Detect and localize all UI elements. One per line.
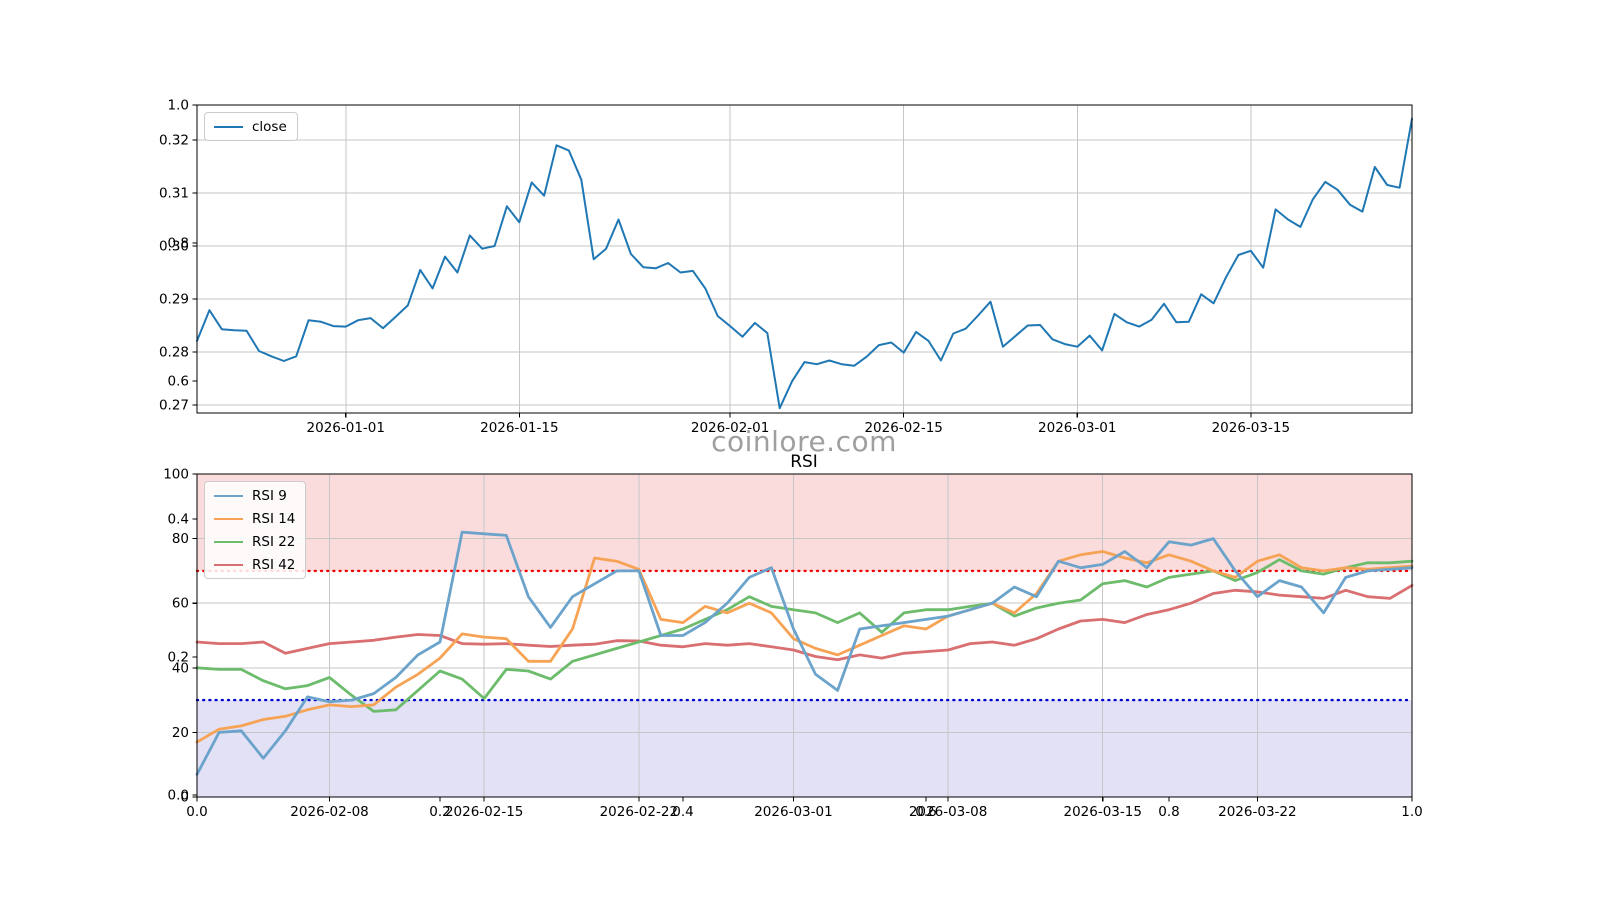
legend-label-rsi14: RSI 14 (252, 510, 296, 527)
rsi22-line-swatch (214, 540, 243, 543)
rsi-plot-border (196, 473, 1413, 798)
xtick-label-date: 2026-03-08 (909, 804, 987, 820)
rsi-subplot-title: RSI (790, 452, 818, 472)
ytick-label-rsi: 60 (172, 596, 189, 612)
xtick-label-date: 2026-02-22 (600, 804, 678, 820)
xtick-label-date: 2026-03-01 (754, 804, 832, 820)
legend-label-close: close (252, 118, 287, 135)
ytick-label-figure: 0.2 (168, 650, 189, 666)
ytick-label-price: 0.31 (159, 186, 189, 202)
xtick-label-date: 2026-03-15 (1212, 420, 1290, 436)
xtick-label-figure: 0.4 (672, 804, 693, 820)
ytick-label-figure: 0.6 (168, 374, 189, 390)
xtick-label-figure: 0.2 (429, 804, 450, 820)
ytick-label-figure: 0.4 (168, 512, 189, 528)
rsi9-line (195, 530, 1414, 776)
close-line-swatch (214, 125, 243, 128)
xtick-label-date: 2026-03-01 (1038, 420, 1116, 436)
legend-row: RSI 14 (214, 510, 295, 527)
ytick-label-rsi: 20 (172, 725, 189, 741)
ytick-label-price: 0.28 (159, 345, 189, 361)
ytick-label-price: 0.32 (159, 132, 189, 148)
xtick-label-figure: 0.0 (186, 804, 207, 820)
ytick-label-rsi: 40 (172, 660, 189, 676)
legend-row: RSI 9 (214, 487, 295, 504)
ytick-label-rsi: 100 (163, 467, 189, 483)
ytick-label-rsi: 0 (180, 790, 189, 806)
ytick-label-rsi: 80 (172, 531, 189, 547)
rsi22-line (195, 558, 1414, 713)
xtick-label-date: 2026-01-15 (480, 420, 558, 436)
watermark: coinlore.com (711, 425, 897, 458)
xtick-label-date: 2026-02-15 (864, 420, 942, 436)
overbought-band (197, 474, 1412, 571)
xtick-label-figure: 0.8 (1158, 804, 1179, 820)
close-line (196, 117, 1413, 410)
ytick-label-figure: 0.0 (168, 788, 189, 804)
xtick-label-date: 2026-01-01 (307, 420, 385, 436)
legend-row: close (214, 118, 287, 135)
oversold-band (197, 700, 1412, 797)
rsi-legend: RSI 9 RSI 14 RSI 22 RSI 42 (204, 481, 307, 579)
legend-row: RSI 42 (214, 556, 295, 573)
ytick-label-price: 0.30 (159, 239, 189, 255)
xtick-label-date: 2026-02-01 (691, 420, 769, 436)
rsi42-line-swatch (214, 563, 243, 566)
ytick-label-price: 0.27 (159, 398, 189, 414)
rsi14-line-swatch (214, 517, 243, 520)
rsi14-line (195, 550, 1414, 744)
ytick-label-figure: 1.0 (168, 98, 189, 114)
xtick-label-date: 2026-03-22 (1218, 804, 1296, 820)
legend-label-rsi42: RSI 42 (252, 556, 296, 573)
legend-row: RSI 22 (214, 533, 295, 550)
xtick-label-date: 2026-03-15 (1063, 804, 1141, 820)
xtick-label-date: 2026-02-15 (445, 804, 523, 820)
xtick-label-date: 2026-02-08 (290, 804, 368, 820)
top-plot-border (196, 104, 1413, 414)
legend-label-rsi9: RSI 9 (252, 487, 287, 504)
close-legend: close (204, 112, 298, 141)
xtick-label-figure: 1.0 (1401, 804, 1422, 820)
xtick-label-figure: 0.6 (915, 804, 936, 820)
rsi9-line-swatch (214, 494, 243, 497)
ytick-label-price: 0.29 (159, 292, 189, 308)
legend-label-rsi22: RSI 22 (252, 533, 296, 550)
ytick-label-figure: 0.8 (168, 236, 189, 252)
